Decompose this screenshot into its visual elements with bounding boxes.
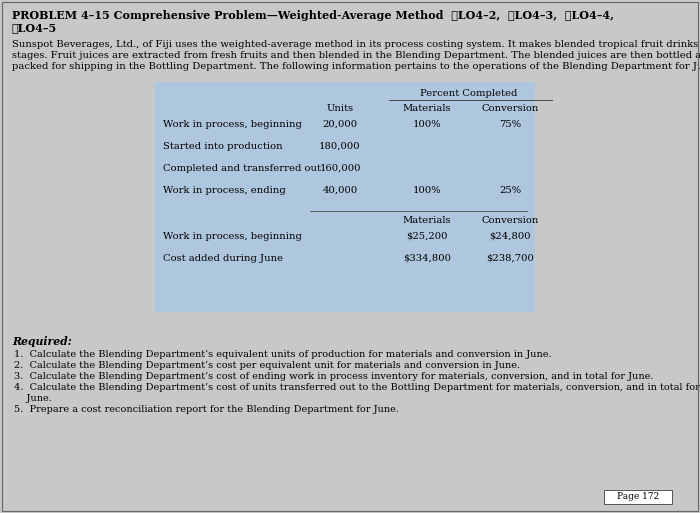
Text: 2.  Calculate the Blending Department’s cost per equivalent unit for materials a: 2. Calculate the Blending Department’s c… bbox=[14, 361, 520, 370]
Text: Work in process, beginning: Work in process, beginning bbox=[163, 120, 302, 129]
Text: 5.  Prepare a cost reconciliation report for the Blending Department for June.: 5. Prepare a cost reconciliation report … bbox=[14, 405, 399, 414]
Text: 100%: 100% bbox=[413, 120, 441, 129]
FancyBboxPatch shape bbox=[155, 82, 535, 312]
Text: $238,700: $238,700 bbox=[486, 254, 534, 263]
Text: 1.  Calculate the Blending Department’s equivalent units of production for mater: 1. Calculate the Blending Department’s e… bbox=[14, 350, 552, 359]
Text: 75%: 75% bbox=[499, 120, 521, 129]
Text: Page 172: Page 172 bbox=[617, 492, 659, 501]
Text: Work in process, ending: Work in process, ending bbox=[163, 186, 286, 195]
Text: 4.  Calculate the Blending Department’s cost of units transferred out to the Bot: 4. Calculate the Blending Department’s c… bbox=[14, 383, 700, 392]
Text: Cost added during June: Cost added during June bbox=[163, 254, 283, 263]
Text: 20,000: 20,000 bbox=[323, 120, 358, 129]
Text: 25%: 25% bbox=[499, 186, 521, 195]
Text: Sunspot Beverages, Ltd., of Fiji uses the weighted-average method in its process: Sunspot Beverages, Ltd., of Fiji uses th… bbox=[12, 40, 700, 49]
Text: $24,800: $24,800 bbox=[489, 232, 531, 241]
Text: Conversion: Conversion bbox=[482, 216, 539, 225]
Text: stages. Fruit juices are extracted from fresh fruits and then blended in the Ble: stages. Fruit juices are extracted from … bbox=[12, 51, 700, 60]
Text: Materials: Materials bbox=[402, 104, 452, 113]
Text: Units: Units bbox=[326, 104, 354, 113]
Text: packed for shipping in the Bottling Department. The following information pertai: packed for shipping in the Bottling Depa… bbox=[12, 62, 700, 71]
Text: Conversion: Conversion bbox=[482, 104, 539, 113]
Text: June.: June. bbox=[14, 394, 52, 403]
Text: ⓁLO4–5: ⓁLO4–5 bbox=[12, 22, 57, 33]
Text: 180,000: 180,000 bbox=[319, 142, 360, 151]
Text: 3.  Calculate the Blending Department’s cost of ending work in process inventory: 3. Calculate the Blending Department’s c… bbox=[14, 372, 654, 381]
Text: Required:: Required: bbox=[12, 336, 71, 347]
Text: 40,000: 40,000 bbox=[323, 186, 358, 195]
Text: $25,200: $25,200 bbox=[406, 232, 448, 241]
Text: 100%: 100% bbox=[413, 186, 441, 195]
Text: Started into production: Started into production bbox=[163, 142, 283, 151]
Text: 160,000: 160,000 bbox=[319, 164, 360, 173]
Text: Work in process, beginning: Work in process, beginning bbox=[163, 232, 302, 241]
Text: $334,800: $334,800 bbox=[403, 254, 451, 263]
Text: Materials: Materials bbox=[402, 216, 452, 225]
Text: Completed and transferred out: Completed and transferred out bbox=[163, 164, 321, 173]
Text: PROBLEM 4–15 Comprehensive Problem—Weighted-Average Method  ⓁLO4–2,  ⓁLO4–3,  ⓁL: PROBLEM 4–15 Comprehensive Problem—Weigh… bbox=[12, 10, 614, 21]
Text: Percent Completed: Percent Completed bbox=[420, 89, 517, 98]
FancyBboxPatch shape bbox=[604, 490, 672, 504]
